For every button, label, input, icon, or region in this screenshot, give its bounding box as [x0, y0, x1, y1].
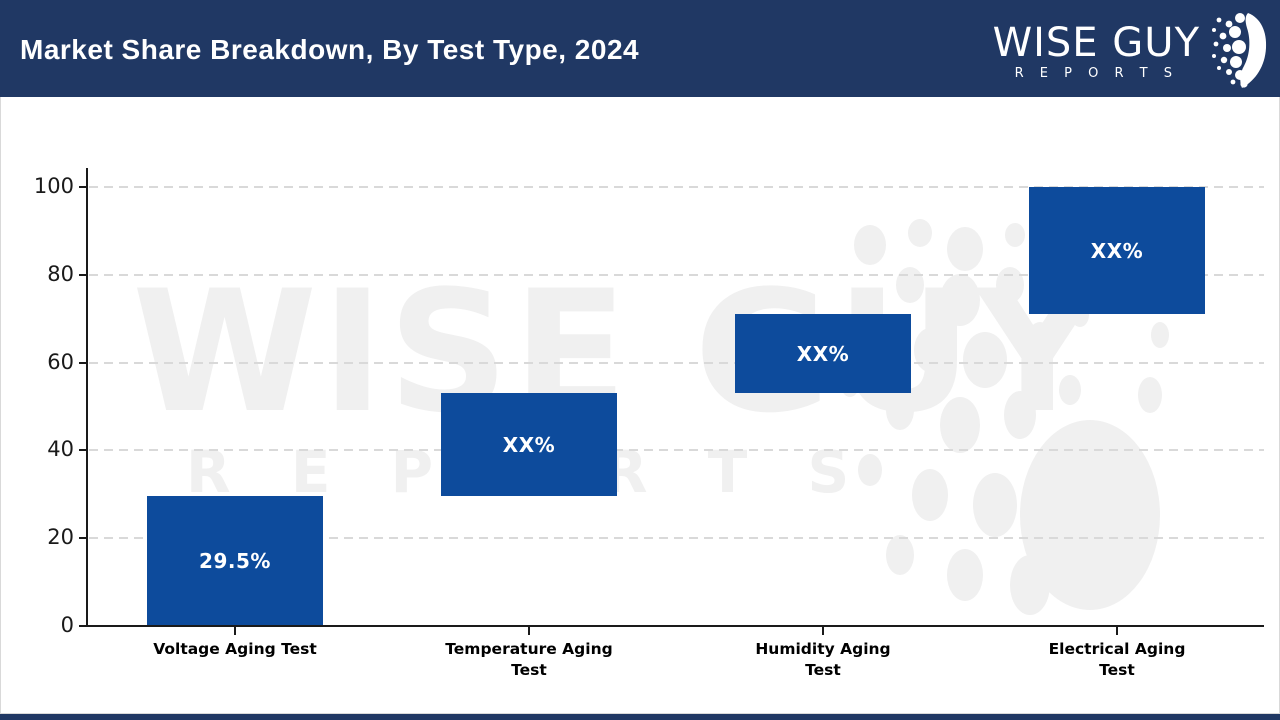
wise-guy-face-logo-icon	[1212, 13, 1267, 88]
y-gridline	[89, 537, 1264, 540]
y-tick-label: 20	[47, 525, 74, 550]
y-axis-line	[86, 168, 88, 627]
y-axis-tick	[79, 449, 88, 452]
brand-name: WISE GUY	[992, 20, 1200, 66]
x-axis-tick	[822, 627, 824, 635]
x-axis-label: Temperature Aging Test	[445, 640, 613, 679]
bar-value-label: XX%	[502, 432, 556, 457]
bar-value-label: XX%	[1090, 238, 1144, 263]
x-axis-tick	[528, 627, 530, 635]
y-tick-label: 100	[33, 174, 74, 198]
x-axis-tick	[1116, 627, 1118, 635]
brand-logo: WISE GUY R E P O R T S	[993, 8, 1268, 92]
y-tick-label: 40	[47, 437, 74, 462]
y-axis-tick	[79, 537, 88, 540]
x-axis-line	[86, 625, 1264, 627]
bar-segment: 29.5%	[147, 496, 323, 626]
x-axis-tick	[234, 627, 236, 635]
y-gridline	[89, 273, 1264, 276]
y-gridline	[89, 449, 1264, 452]
brand-logo-text: WISE GUY R E P O R T S	[993, 22, 1200, 82]
y-axis-tick	[79, 361, 88, 364]
bar-value-label: 29.5%	[199, 549, 271, 574]
bar-segment: XX%	[735, 314, 911, 394]
footer-bar	[0, 714, 1280, 720]
y-gridline	[89, 186, 1264, 188]
bar-segment: XX%	[441, 393, 617, 497]
y-axis-tick	[79, 186, 88, 188]
bar-segment: XX%	[1029, 187, 1205, 315]
y-gridline	[89, 361, 1264, 364]
x-axis-label: Electrical Aging Test	[1048, 640, 1186, 679]
page-left-border	[0, 97, 1, 720]
y-tick-label: 60	[47, 349, 74, 374]
bar-value-label: XX%	[796, 341, 850, 366]
y-tick-label: 0	[60, 613, 74, 637]
y-axis-tick	[79, 625, 88, 627]
chart-header: Market Share Breakdown, By Test Type, 20…	[0, 0, 1280, 97]
x-axis-label: Voltage Aging Test	[153, 640, 317, 658]
page-title: Market Share Breakdown, By Test Type, 20…	[20, 34, 640, 65]
y-axis-tick	[79, 273, 88, 276]
bottom-border-line	[0, 713, 1280, 714]
x-axis-label: Humidity Aging Test	[755, 640, 891, 679]
y-tick-label: 80	[47, 261, 74, 286]
brand-subtitle: R E P O R T S	[1014, 66, 1178, 81]
